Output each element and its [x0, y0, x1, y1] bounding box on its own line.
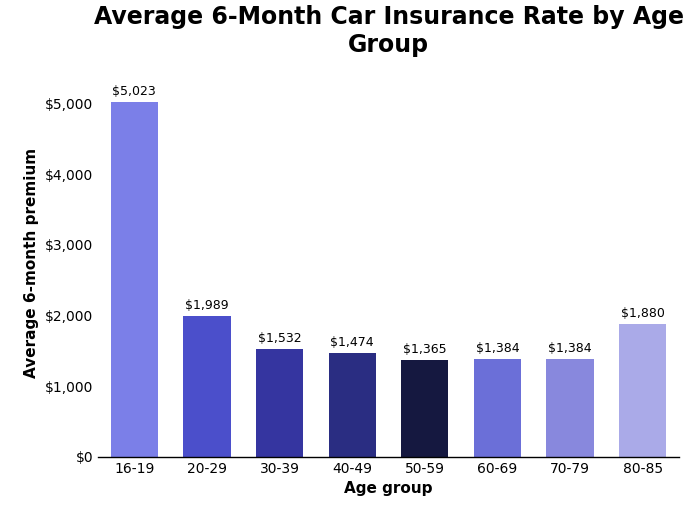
Bar: [547, 359, 594, 457]
Text: $1,384: $1,384: [548, 342, 592, 355]
Bar: [183, 316, 230, 457]
Bar: [474, 359, 521, 457]
Text: $1,384: $1,384: [475, 342, 519, 355]
Y-axis label: Average 6-month premium: Average 6-month premium: [25, 148, 39, 377]
Bar: [619, 324, 666, 457]
Bar: [256, 349, 303, 457]
Text: $1,365: $1,365: [403, 343, 447, 356]
Text: $1,989: $1,989: [185, 299, 229, 312]
Bar: [111, 102, 158, 457]
Title: Average 6-Month Car Insurance Rate by Age
Group: Average 6-Month Car Insurance Rate by Ag…: [94, 5, 683, 57]
Text: $1,532: $1,532: [258, 332, 302, 344]
Text: $1,880: $1,880: [621, 307, 664, 320]
Bar: [328, 353, 376, 457]
X-axis label: Age group: Age group: [344, 481, 433, 496]
Bar: [401, 360, 449, 457]
Text: $1,474: $1,474: [330, 336, 374, 349]
Text: $5,023: $5,023: [113, 85, 156, 98]
